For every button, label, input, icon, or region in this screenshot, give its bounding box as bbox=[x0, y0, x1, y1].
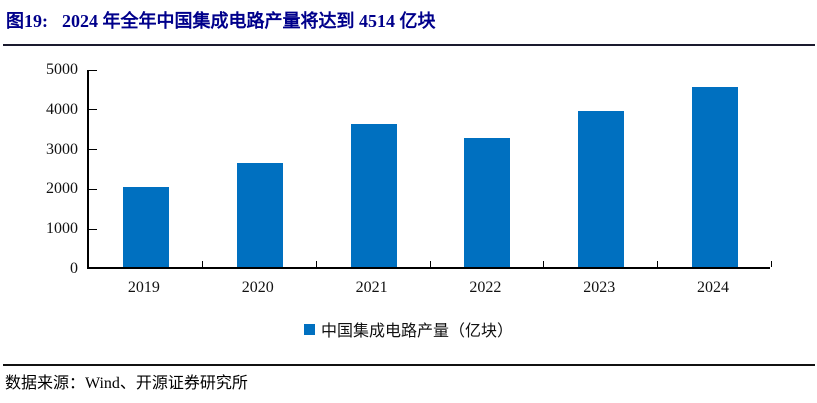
bar-2019 bbox=[122, 186, 169, 267]
bar-2022 bbox=[464, 137, 511, 267]
x-axis-tick bbox=[543, 261, 545, 267]
figure-title: 图19: 2024 年全年中国集成电路产量将达到 4514 亿块 bbox=[6, 9, 811, 33]
x-axis-label-2020: 2020 bbox=[241, 279, 274, 296]
plot-area bbox=[87, 69, 772, 269]
x-axis-labels: 2019 2020 2021 2022 2023 2024 bbox=[87, 279, 770, 297]
x-axis-tick bbox=[771, 261, 772, 267]
x-axis-tick bbox=[201, 261, 203, 267]
legend-label: 中国集成电路产量（亿块） bbox=[320, 323, 513, 340]
x-axis-label-2024: 2024 bbox=[697, 279, 730, 296]
footer-divider bbox=[3, 364, 815, 366]
y-axis-tick-label: 5000 bbox=[46, 61, 78, 78]
x-axis-label-2021: 2021 bbox=[355, 279, 388, 296]
y-axis-tick-label: 1000 bbox=[46, 220, 78, 238]
figure-number-label: 图19: bbox=[6, 11, 48, 31]
y-axis-tick bbox=[89, 228, 97, 230]
y-axis-tick bbox=[89, 109, 97, 111]
x-axis-tick bbox=[429, 261, 431, 267]
y-axis-tick-label: 4000 bbox=[46, 100, 78, 118]
y-axis-tick-label: 2000 bbox=[46, 180, 78, 198]
header-divider bbox=[3, 44, 815, 46]
bar-2024 bbox=[692, 87, 739, 267]
bar-chart: 0 1000 2000 3000 4000 5000 2019 2020 2021 2022 20… bbox=[0, 55, 817, 355]
y-axis-tick bbox=[89, 69, 97, 71]
data-source-note: 数据来源：Wind、开源证券研究所 bbox=[5, 375, 248, 392]
x-axis-tick bbox=[315, 261, 317, 267]
y-axis-tick-label: 0 bbox=[70, 260, 78, 277]
x-axis-label-2022: 2022 bbox=[469, 279, 502, 296]
bar-2023 bbox=[578, 110, 625, 267]
chart-legend: 中国集成电路产量（亿块） bbox=[0, 317, 817, 341]
figure-title-text: 2024 年全年中国集成电路产量将达到 4514 亿块 bbox=[62, 11, 436, 31]
x-axis-tick bbox=[657, 261, 659, 267]
y-axis-tick bbox=[89, 188, 97, 190]
bar-2021 bbox=[350, 123, 397, 267]
y-axis-tick-label: 3000 bbox=[46, 140, 78, 158]
bar-2020 bbox=[236, 163, 283, 267]
x-axis-label-2019: 2019 bbox=[127, 279, 160, 296]
x-axis-label-2023: 2023 bbox=[583, 279, 616, 296]
legend-swatch-icon bbox=[303, 323, 315, 335]
y-axis-tick bbox=[89, 149, 97, 151]
